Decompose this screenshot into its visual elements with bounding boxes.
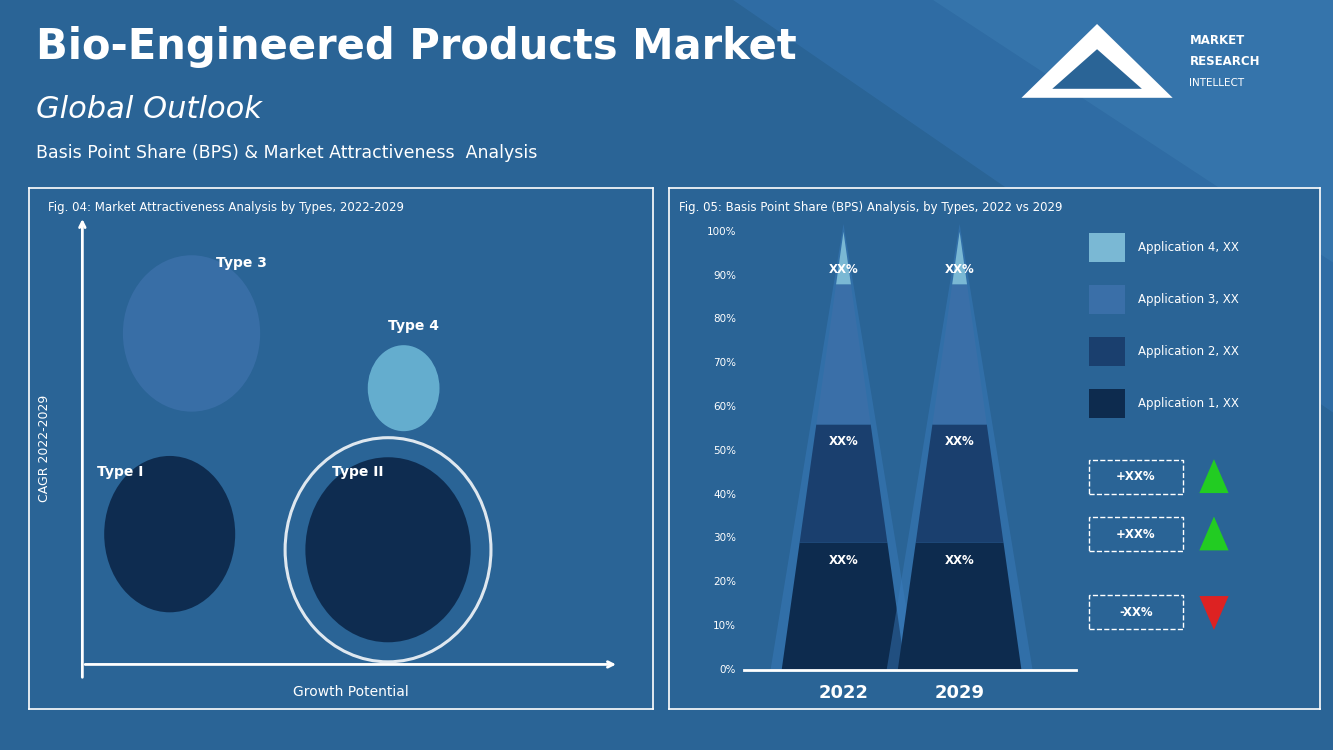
Text: 60%: 60%: [713, 402, 736, 412]
Text: 2029: 2029: [934, 685, 985, 703]
Text: 70%: 70%: [713, 358, 736, 368]
Polygon shape: [1052, 50, 1142, 88]
Polygon shape: [916, 424, 1004, 543]
Polygon shape: [933, 0, 1333, 262]
FancyBboxPatch shape: [1089, 233, 1125, 262]
Polygon shape: [886, 224, 1033, 670]
Text: MARKET: MARKET: [1189, 34, 1245, 46]
Polygon shape: [1200, 459, 1229, 493]
Text: Fig. 05: Basis Point Share (BPS) Analysis, by Types, 2022 vs 2029: Fig. 05: Basis Point Share (BPS) Analysi…: [678, 200, 1062, 214]
Text: Global Outlook: Global Outlook: [36, 95, 261, 124]
Polygon shape: [952, 232, 966, 284]
Polygon shape: [800, 424, 888, 543]
Text: RESEARCH: RESEARCH: [1189, 56, 1260, 68]
Ellipse shape: [305, 458, 471, 642]
Polygon shape: [816, 284, 870, 424]
Text: Basis Point Share (BPS) & Market Attractiveness  Analysis: Basis Point Share (BPS) & Market Attract…: [36, 144, 537, 162]
Text: XX%: XX%: [945, 436, 974, 448]
Text: Application 1, XX: Application 1, XX: [1137, 398, 1238, 410]
Text: Fig. 04: Market Attractiveness Analysis by Types, 2022-2029: Fig. 04: Market Attractiveness Analysis …: [48, 200, 404, 214]
Text: XX%: XX%: [829, 554, 858, 567]
Text: 10%: 10%: [713, 621, 736, 631]
Text: XX%: XX%: [945, 262, 974, 275]
Text: +XX%: +XX%: [1116, 470, 1156, 483]
Text: -XX%: -XX%: [1120, 606, 1153, 619]
Text: Application 3, XX: Application 3, XX: [1137, 293, 1238, 306]
Text: 90%: 90%: [713, 271, 736, 280]
Polygon shape: [898, 543, 1021, 670]
Text: 2022: 2022: [818, 685, 869, 703]
Text: Growth Potential: Growth Potential: [293, 686, 408, 699]
Text: Type II: Type II: [332, 464, 384, 478]
Text: 100%: 100%: [706, 226, 736, 237]
Text: 30%: 30%: [713, 533, 736, 543]
Text: 20%: 20%: [713, 577, 736, 587]
Ellipse shape: [123, 255, 260, 412]
Text: Application 2, XX: Application 2, XX: [1137, 345, 1238, 358]
Polygon shape: [770, 224, 916, 670]
Text: 50%: 50%: [713, 446, 736, 456]
FancyBboxPatch shape: [1089, 285, 1125, 314]
Polygon shape: [1200, 517, 1229, 550]
Text: CAGR 2022-2029: CAGR 2022-2029: [39, 394, 52, 502]
FancyBboxPatch shape: [1089, 389, 1125, 418]
Text: +XX%: +XX%: [1116, 528, 1156, 541]
Text: 0%: 0%: [720, 664, 736, 675]
Ellipse shape: [104, 456, 235, 612]
Text: XX%: XX%: [945, 554, 974, 567]
Text: Type 4: Type 4: [388, 320, 439, 334]
Polygon shape: [1021, 24, 1173, 98]
Polygon shape: [1200, 596, 1229, 630]
Polygon shape: [733, 0, 1333, 413]
Text: Application 4, XX: Application 4, XX: [1137, 241, 1238, 254]
Text: Type I: Type I: [97, 464, 143, 478]
Text: Type 3: Type 3: [216, 256, 268, 270]
FancyBboxPatch shape: [1089, 338, 1125, 366]
Polygon shape: [932, 284, 986, 424]
Text: XX%: XX%: [829, 262, 858, 275]
Text: 40%: 40%: [713, 490, 736, 500]
Text: XX%: XX%: [829, 436, 858, 448]
Text: 80%: 80%: [713, 314, 736, 325]
Ellipse shape: [368, 345, 440, 431]
Text: Bio-Engineered Products Market: Bio-Engineered Products Market: [36, 26, 797, 68]
Polygon shape: [836, 232, 850, 284]
Text: INTELLECT: INTELLECT: [1189, 79, 1245, 88]
Polygon shape: [781, 543, 905, 670]
